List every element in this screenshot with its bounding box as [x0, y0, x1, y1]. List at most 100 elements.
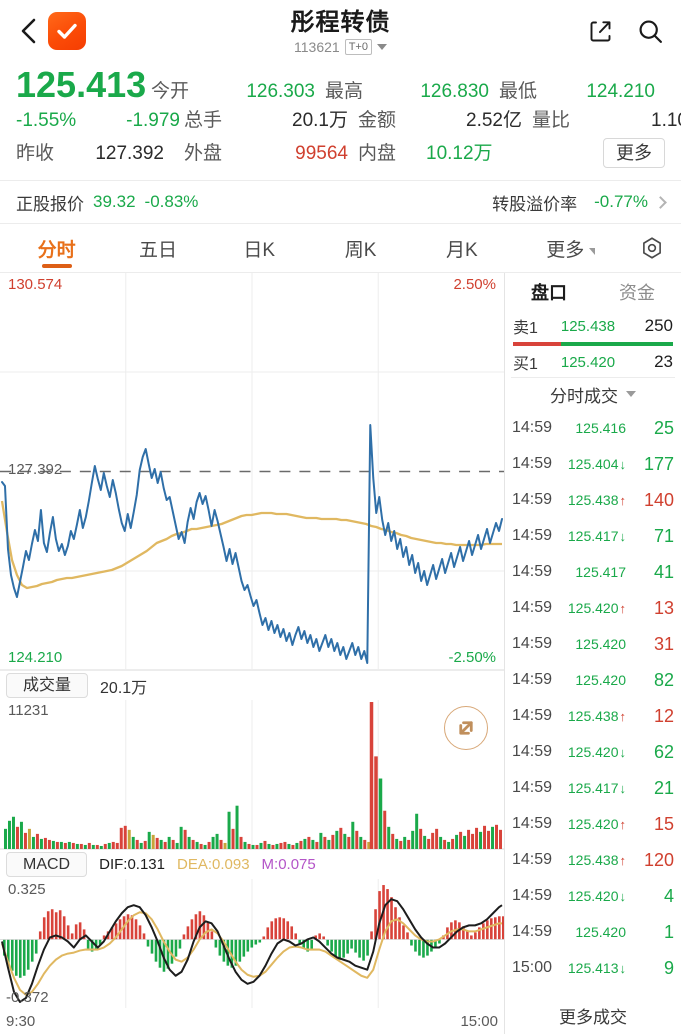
trade-type-badge: T+0 [344, 39, 372, 55]
stat-value: 10.12万 [426, 143, 493, 164]
deal-row[interactable]: 14:59 125.417 ↓ 71 [505, 518, 681, 554]
deal-volume: 15 [653, 813, 674, 834]
conversion-premium-value: -0.77% [594, 192, 648, 211]
volume-chart-svg [0, 700, 504, 849]
deal-price: 125.438 [567, 492, 619, 508]
deal-row[interactable]: 15:00 125.413 ↓ 9 [505, 950, 681, 986]
deal-row[interactable]: 14:59 125.420 ↓ 4 [505, 878, 681, 914]
deal-row[interactable]: 14:59 125.438 ↑ 120 [505, 842, 681, 878]
deal-price-group: 125.420 ↑ [560, 600, 628, 616]
tab-label: 更多 [546, 239, 585, 261]
quote-summary: 125.413 今开 126.303 最高 126.830 最低 124.210… [0, 62, 681, 180]
deal-row[interactable]: 14:59 125.438 ↑ 140 [505, 482, 681, 518]
stat-value: 126.303 [246, 81, 315, 102]
share-icon [590, 20, 611, 41]
deal-row[interactable]: 14:59 125.420 ↑ 15 [505, 806, 681, 842]
deal-row[interactable]: 14:59 125.416 25 [505, 410, 681, 446]
tab-daily-k[interactable]: 日K [209, 224, 310, 272]
price-change-group: -1.55% -1.979 [16, 104, 184, 138]
deal-price-group: 125.438 ↑ [560, 492, 628, 508]
price-line [0, 424, 504, 664]
ask-level-label: 卖1 [513, 320, 538, 337]
tab-capital-flow[interactable]: 资金 [619, 283, 655, 303]
stat-turnover: 金额 2.52亿 [358, 105, 532, 132]
stat-value: 2.52亿 [466, 110, 522, 131]
deal-row[interactable]: 14:59 125.417 41 [505, 554, 681, 590]
arrow-down-icon: ↓ [619, 780, 627, 796]
deal-row[interactable]: 14:59 125.420 82 [505, 662, 681, 698]
back-button[interactable] [16, 14, 42, 48]
deal-row[interactable]: 14:59 125.417 ↓ 21 [505, 770, 681, 806]
deal-time: 14:59 [512, 563, 553, 580]
charts-column: 130.574 2.50% 127.392 124.210 -2.50% 成交量… [0, 273, 505, 1034]
tab-fenshi[interactable]: 分时 [6, 224, 107, 272]
stat-label: 量比 [532, 110, 571, 131]
more-deals-button[interactable]: 更多成交 [559, 1007, 627, 1027]
stat-label: 外盘 [184, 143, 223, 164]
search-button[interactable] [636, 17, 665, 46]
deal-volume: 9 [663, 957, 674, 978]
deals-header[interactable]: 分时成交 [505, 378, 681, 410]
deal-time: 14:59 [512, 779, 553, 796]
checkmark-icon [57, 23, 77, 39]
deal-price-group: 125.420 [560, 636, 628, 652]
deal-row[interactable]: 14:59 125.420 ↑ 13 [505, 590, 681, 626]
app-logo-checkmark-icon[interactable] [48, 12, 86, 50]
volume-chart[interactable]: 11231 [0, 700, 504, 849]
share-button[interactable] [587, 18, 614, 45]
deals-list[interactable]: 14:59 125.416 25 14:59 125.404 ↓ 177 14:59 125.4… [505, 410, 681, 996]
deal-time: 14:59 [512, 815, 553, 832]
tab-orderbook[interactable]: 盘口 [531, 283, 567, 303]
chevron-left-icon [21, 18, 36, 44]
macd-values: DIF:0.131 DEA:0.093 M:0.075 [99, 856, 316, 873]
deal-volume: 177 [643, 453, 674, 474]
deal-time: 15:00 [512, 959, 553, 976]
deal-price-group: 125.438 ↑ [560, 708, 628, 724]
stat-value: 20.1万 [292, 110, 348, 131]
orderbook-ask-row[interactable]: 卖1 125.438 250 [505, 311, 681, 341]
search-icon [639, 20, 662, 43]
deal-time: 14:59 [512, 455, 553, 472]
side-panel-tabs: 盘口 资金 [505, 273, 681, 311]
stat-label: 昨收 [16, 143, 55, 164]
time-axis: 9:30 15:00 [0, 1008, 504, 1034]
tab-more[interactable]: 更多 [512, 224, 629, 272]
intraday-price-chart[interactable]: 130.574 2.50% 127.392 124.210 -2.50% [0, 273, 504, 670]
deal-price: 125.413 [567, 960, 619, 976]
underlying-price-value: 39.32 [93, 192, 136, 211]
chart-settings-button[interactable] [629, 235, 675, 261]
deal-time: 14:59 [512, 851, 553, 868]
expand-fullscreen-button[interactable] [444, 706, 488, 750]
macd-indicator-chip[interactable]: MACD [6, 851, 88, 877]
ratio-red-segment [513, 342, 561, 346]
tab-five-day[interactable]: 五日 [107, 224, 208, 272]
volume-indicator-chip[interactable]: 成交量 [6, 673, 89, 698]
macd-dea-line [1, 911, 503, 996]
deal-row[interactable]: 14:59 125.420 ↓ 62 [505, 734, 681, 770]
quote-row-3: 昨收 127.392 外盘 99564 内盘 10.12万 更多 [16, 138, 665, 174]
deal-time: 14:59 [512, 707, 553, 724]
ask-price: 125.438 [560, 317, 616, 335]
change-absolute: -1.979 [126, 110, 180, 131]
chevron-down-icon[interactable] [376, 44, 387, 50]
tab-monthly-k[interactable]: 月K [411, 224, 512, 272]
stat-label: 内盘 [358, 143, 397, 164]
deal-price-group: 125.420 [560, 672, 628, 688]
arrow-up-icon: ↑ [619, 600, 627, 616]
macd-chart[interactable]: 0.325 -0.372 [0, 878, 504, 1008]
more-stats-button[interactable]: 更多 [603, 138, 665, 168]
macd-dea-value: DEA:0.093 [176, 855, 250, 873]
deal-price-group: 125.438 ↑ [560, 852, 628, 868]
deal-volume: 4 [663, 885, 674, 906]
deal-row[interactable]: 14:59 125.420 1 [505, 914, 681, 950]
deal-row[interactable]: 14:59 125.420 31 [505, 626, 681, 662]
deal-row[interactable]: 14:59 125.404 ↓ 177 [505, 446, 681, 482]
price-chart-svg [0, 273, 504, 670]
conversion-premium-group[interactable]: 转股溢价率 -0.77% [492, 190, 667, 215]
tab-weekly-k[interactable]: 周K [310, 224, 411, 272]
deal-row[interactable]: 14:59 125.438 ↑ 12 [505, 698, 681, 734]
orderbook-bid-row[interactable]: 买1 125.420 23 [505, 347, 681, 377]
tab-label: 分时 [37, 239, 76, 261]
orderbook-panel: 盘口 资金 卖1 125.438 250 买1 125.420 23 分时成交 [505, 273, 681, 1034]
security-subtitle[interactable]: 113621 T+0 [294, 39, 387, 55]
